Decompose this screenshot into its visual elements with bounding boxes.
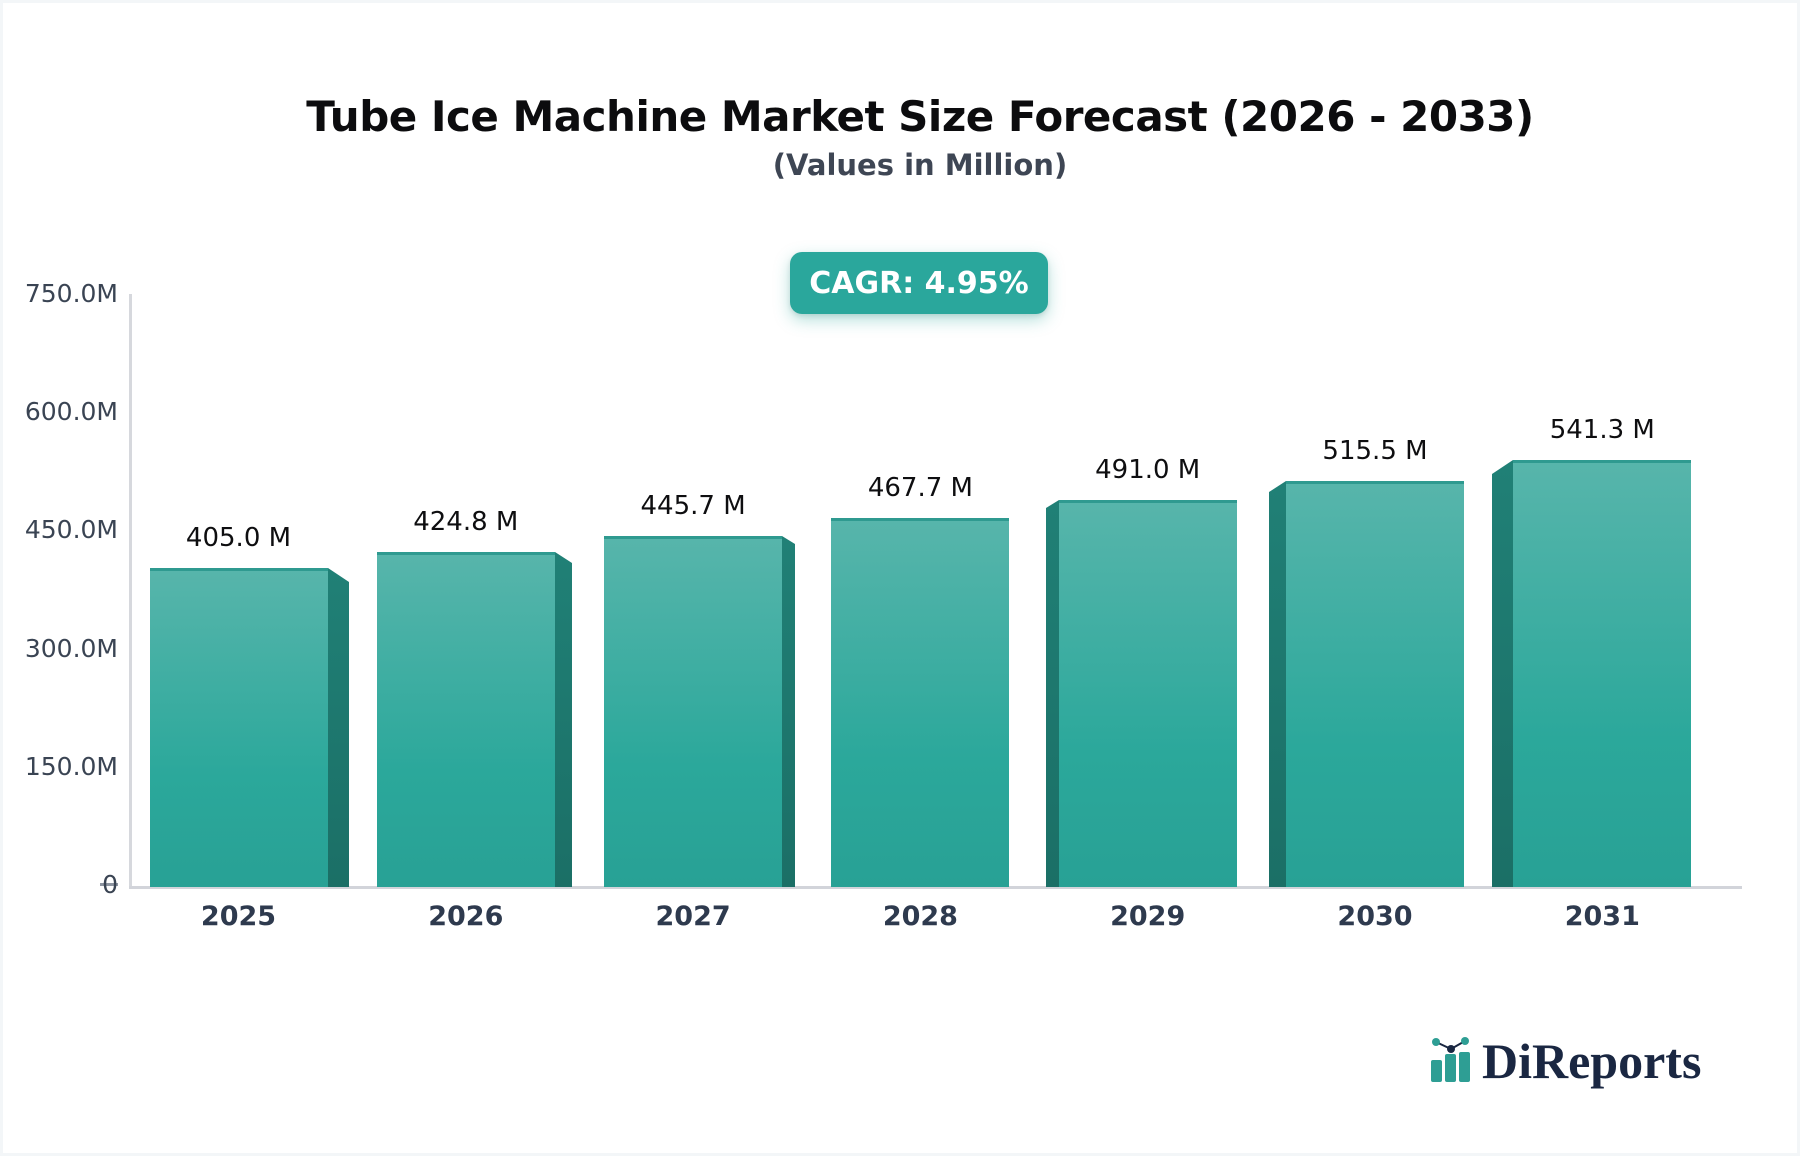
y-axis-label: 600.0M [24,397,118,427]
y-axis-label: 0 [102,870,118,899]
bar-2027 [604,536,782,887]
bar-value-label: 467.7 M [867,473,973,503]
bar-2029 [1059,500,1237,887]
bar-3d-side-2027 [782,536,795,887]
x-axis-label: 2026 [428,901,504,932]
bar-3d-side-2025 [328,568,349,887]
x-axis-label: 2028 [882,901,958,932]
zero-tick-mark [100,883,118,886]
bar-value-label: 491.0 M [1095,455,1201,485]
bar-3d-side-2026 [555,552,572,887]
x-axis-label: 2030 [1337,901,1413,932]
y-axis-line [129,294,132,888]
direports-logo-text: DiReports [1482,1033,1702,1089]
bar-value-label: 445.7 M [640,491,746,521]
bar-value-label: 405.0 M [185,523,292,553]
bar-2028 [831,518,1009,887]
bar-3d-side-2030 [1269,481,1286,887]
x-axis-label: 2031 [1564,901,1640,932]
direports-logo: DiReports [1428,1036,1701,1086]
chart-title: Tube Ice Machine Market Size Forecast (2… [306,92,1534,141]
chart-subtitle: (Values in Million) [772,148,1068,182]
x-axis-label: 2027 [655,901,731,932]
y-axis-label: 750.0M [24,279,118,308]
bar-value-label: 515.5 M [1322,436,1428,466]
bar-3d-side-2029 [1046,500,1059,887]
x-axis-label: 2025 [200,901,277,932]
x-axis-line [129,886,1742,889]
bar-3d-side-2031 [1492,460,1513,887]
direports-logo-icon [1431,1037,1470,1082]
bar-2025 [150,568,328,887]
bar-2030 [1286,481,1464,887]
y-axis-label: 300.0M [24,633,118,663]
x-axis-label: 2029 [1110,901,1186,932]
y-axis-label: 150.0M [24,751,118,781]
bar-value-label: 424.8 M [413,507,519,537]
cagr-badge: CAGR: 4.95% [790,252,1048,314]
y-axis-label: 450.0M [24,515,118,545]
bar-2026 [377,552,555,887]
bar-value-label: 541.3 M [1549,415,1655,445]
bar-2031 [1513,460,1691,887]
